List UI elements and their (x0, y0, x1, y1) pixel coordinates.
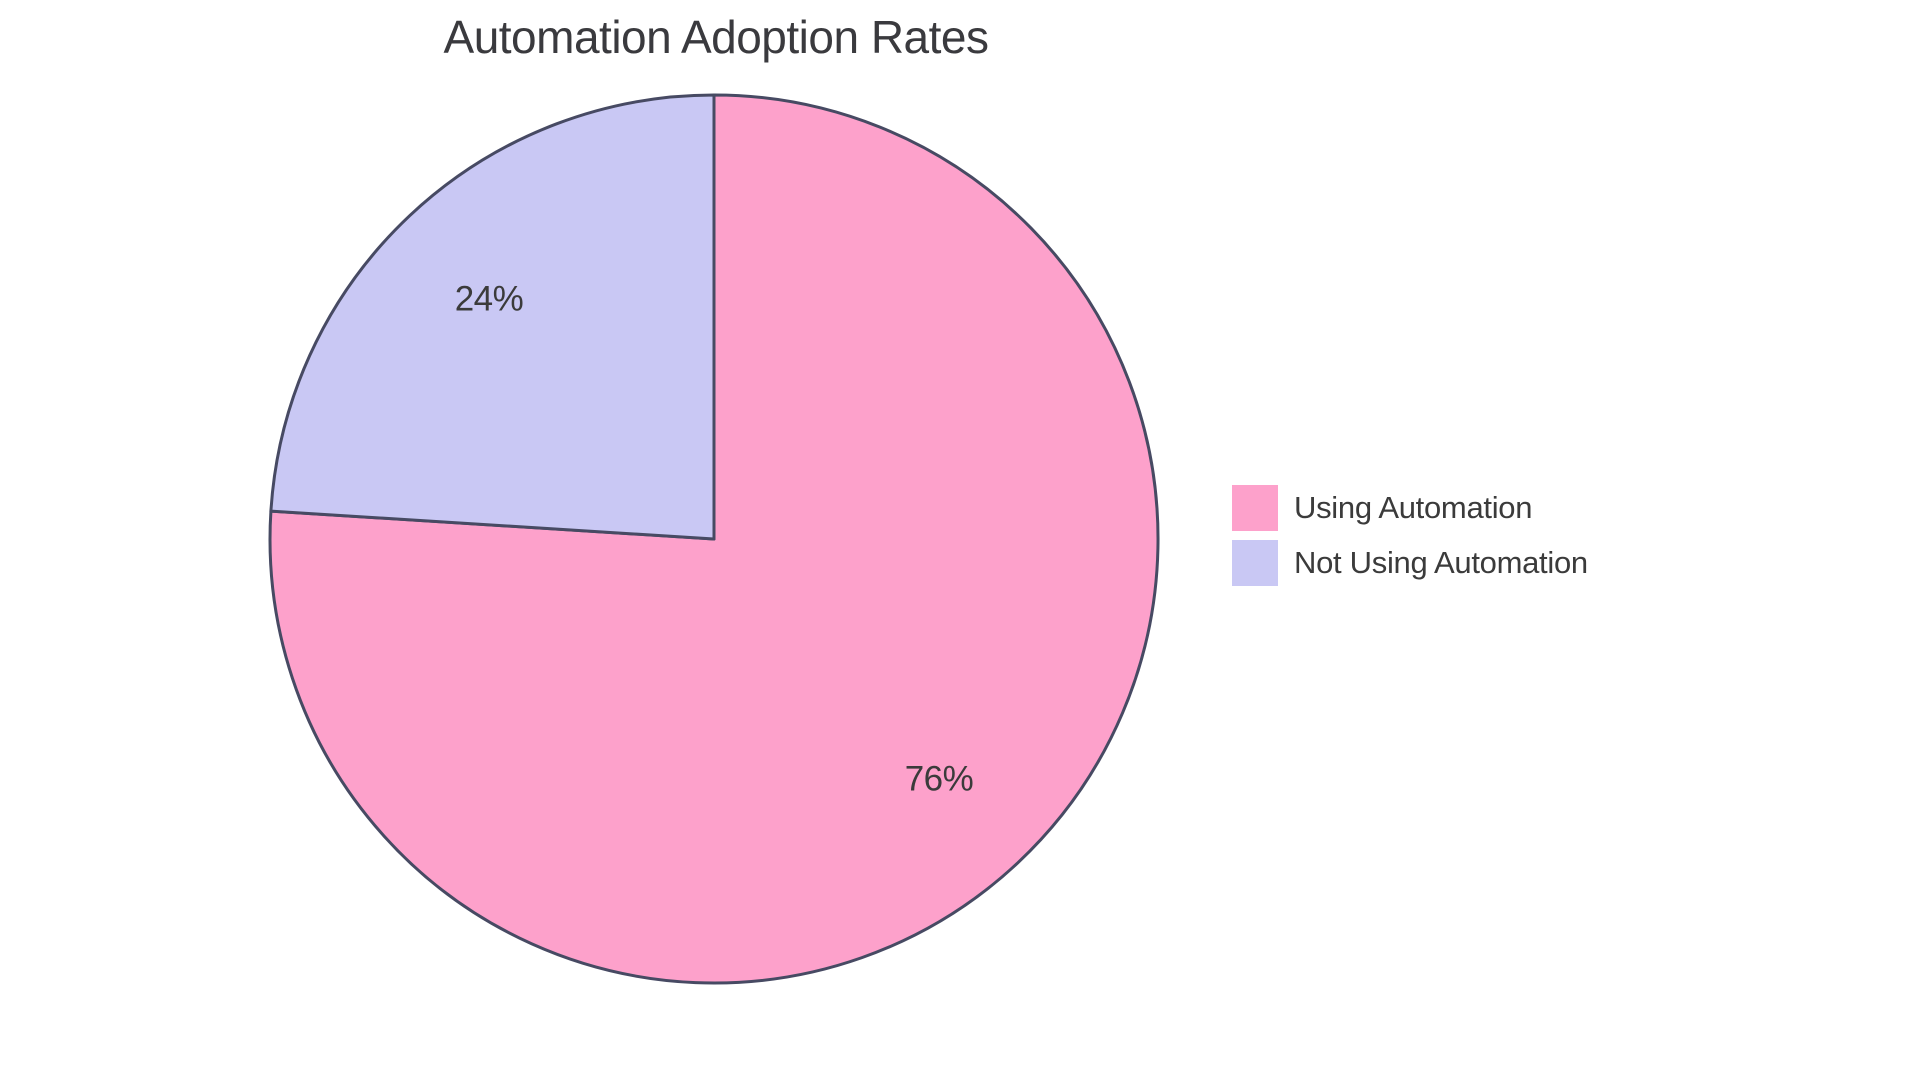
legend-label-not-using-automation: Not Using Automation (1294, 545, 1588, 580)
legend-item-using-automation[interactable]: Using Automation (1232, 485, 1588, 531)
slice-percentage-label: 76% (905, 760, 974, 799)
slice-percentage-label: 24% (455, 280, 524, 319)
chart-title: Automation Adoption Rates (443, 11, 989, 63)
legend: Using Automation Not Using Automation (1232, 485, 1588, 595)
legend-label-using-automation: Using Automation (1294, 490, 1533, 525)
legend-item-not-using-automation[interactable]: Not Using Automation (1232, 540, 1588, 586)
legend-swatch-using-automation-icon (1232, 485, 1278, 531)
pie-slice-not-using-automation[interactable] (269, 93, 716, 541)
legend-swatch-not-using-automation-icon (1232, 540, 1278, 586)
